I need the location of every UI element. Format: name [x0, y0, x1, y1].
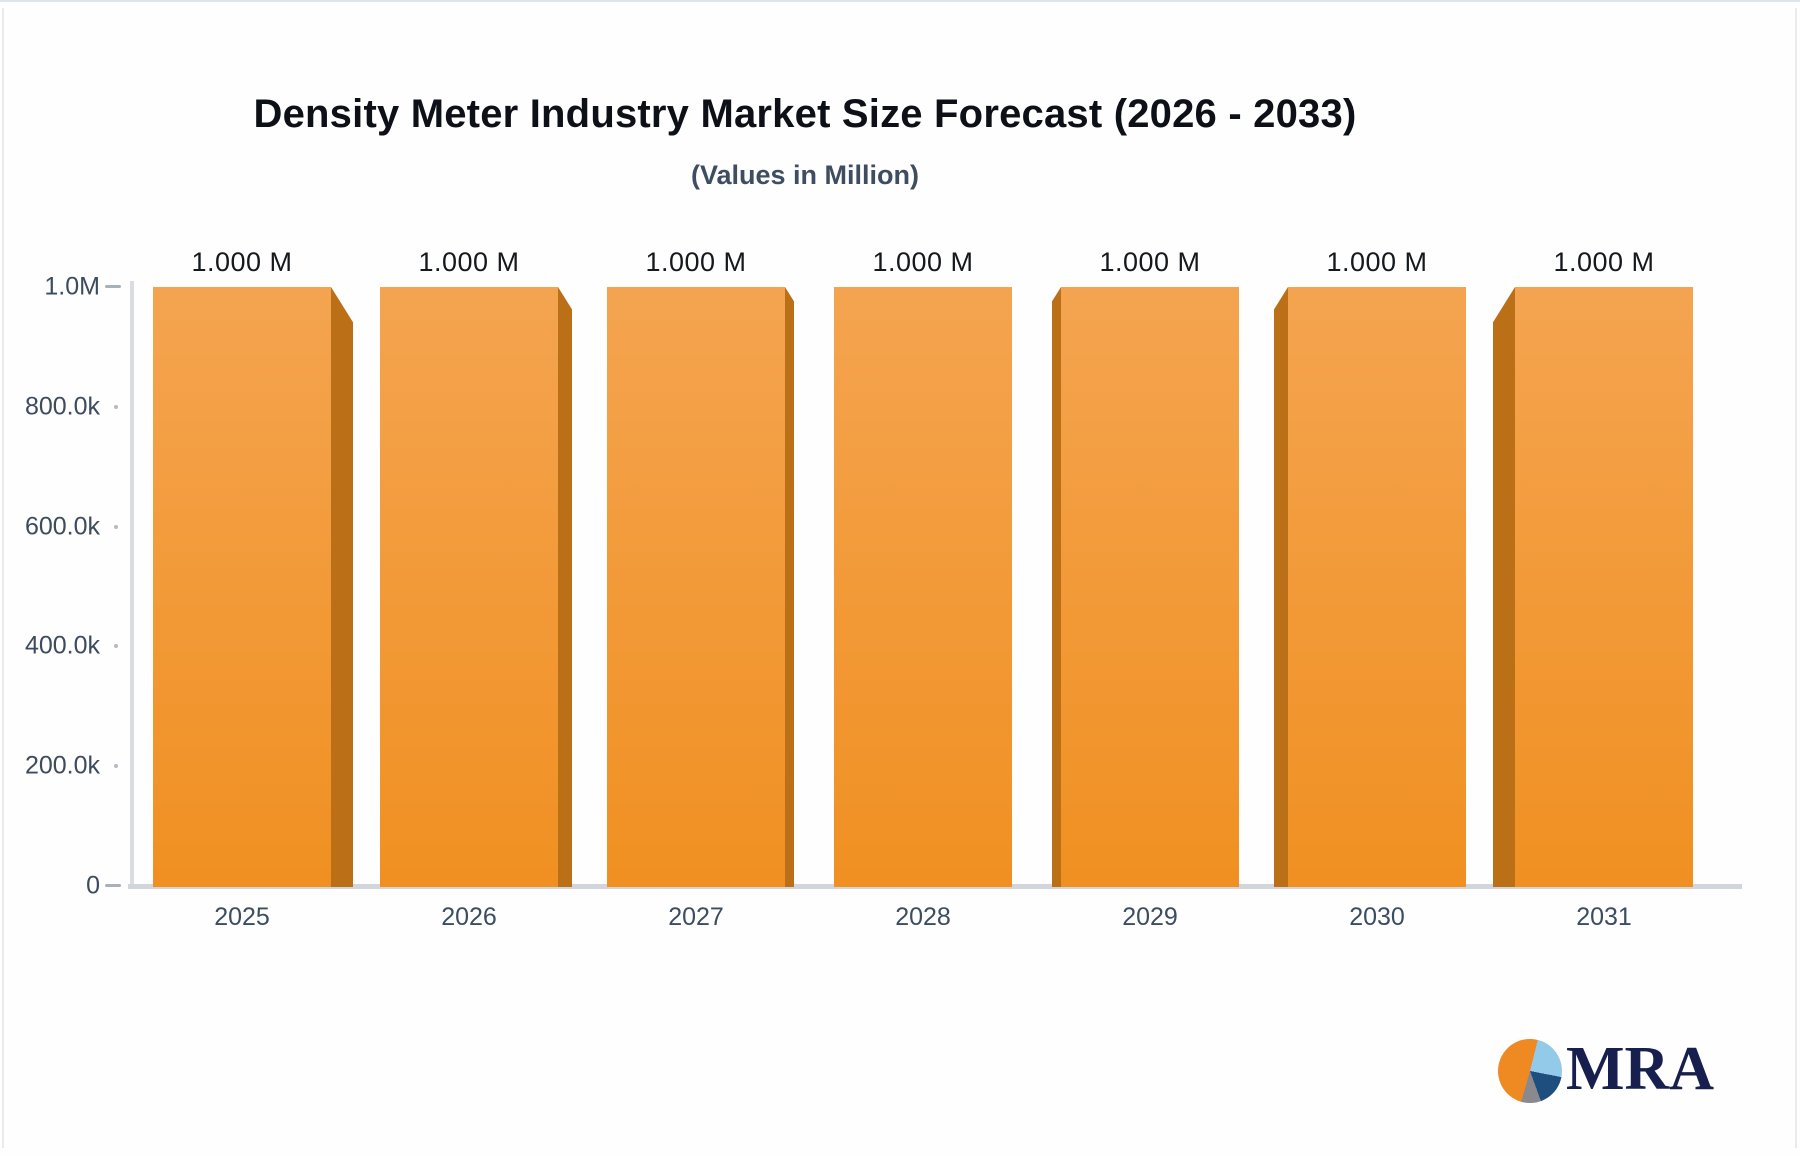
bar-2028[interactable] — [834, 287, 1012, 887]
y-tick-label: 200.0k — [24, 751, 100, 780]
bar-2030[interactable] — [1288, 287, 1466, 887]
y-tick-label: 800.0k — [24, 392, 100, 421]
x-axis-label: 2027 — [668, 903, 724, 931]
logo-text: MRA — [1566, 1035, 1715, 1103]
page-subtitle: (Values in Million) — [690, 160, 920, 190]
y-tick-mark — [114, 404, 118, 409]
bar-2029[interactable] — [1061, 287, 1239, 887]
y-tick-label: 0 — [86, 871, 100, 900]
bar-2026[interactable] — [380, 287, 558, 887]
y-tick-mark — [114, 764, 118, 769]
x-axis-label: 2026 — [441, 903, 497, 931]
bar-value-label: 1.000 M — [872, 247, 974, 277]
y-tick-mark — [105, 285, 121, 288]
x-axis-label: 2028 — [895, 903, 951, 931]
brand-logo: MRA — [1498, 1035, 1715, 1103]
bar-value-label: 1.000 M — [191, 247, 293, 277]
x-axis-label: 2029 — [1122, 903, 1178, 931]
y-tick-mark — [105, 884, 121, 887]
bar-value-label: 1.000 M — [418, 247, 520, 277]
x-axis-label: 2031 — [1576, 903, 1632, 931]
page-top-border — [0, 0, 1800, 2]
bar-side-face — [558, 287, 572, 887]
x-axis-label: 2025 — [214, 903, 270, 931]
bar-side-face — [1052, 287, 1061, 887]
bar-side-face — [1274, 287, 1288, 887]
y-tick-mark — [114, 644, 118, 649]
page-left-border — [2, 8, 4, 1148]
x-axis-label: 2030 — [1349, 903, 1405, 931]
bar-2025[interactable] — [153, 287, 331, 887]
bar-2031[interactable] — [1515, 287, 1693, 887]
bar-side-face — [785, 287, 794, 887]
bar-side-face — [1493, 287, 1515, 887]
page-right-border — [1795, 8, 1797, 1148]
bar-value-label: 1.000 M — [1326, 247, 1428, 277]
bar-value-label: 1.000 M — [1553, 247, 1655, 277]
y-tick-mark — [114, 524, 118, 529]
y-tick-label: 400.0k — [24, 631, 100, 660]
y-axis-line — [130, 281, 134, 887]
pie-chart-icon — [1498, 1039, 1562, 1103]
bar-value-label: 1.000 M — [1099, 247, 1201, 277]
y-tick-label: 1.0M — [44, 272, 100, 301]
bar-side-face — [331, 287, 353, 887]
page-title: Density Meter Industry Market Size Forec… — [253, 92, 1357, 136]
bar-2027[interactable] — [607, 287, 785, 887]
y-tick-label: 600.0k — [24, 512, 100, 541]
bar-value-label: 1.000 M — [645, 247, 747, 277]
